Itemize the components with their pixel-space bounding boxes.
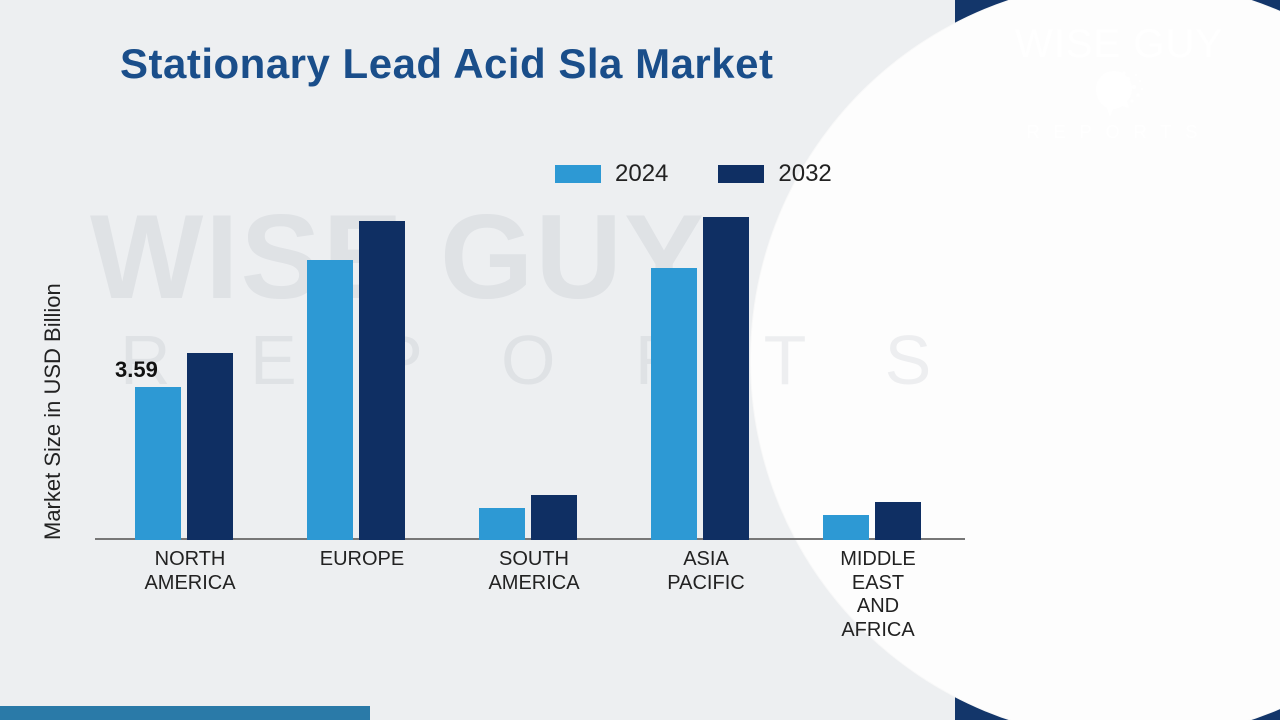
chart-title: Stationary Lead Acid Sla Market — [120, 40, 773, 88]
bar — [307, 260, 353, 541]
category-label: EUROPE — [282, 540, 442, 572]
bar — [703, 217, 749, 540]
legend-item: 2032 — [718, 160, 831, 188]
brand-line2: REPORTS — [984, 122, 1254, 143]
legend-label: 2032 — [778, 160, 831, 188]
y-axis-label: Market Size in USD Billion — [40, 283, 66, 540]
footer-accent-bar — [0, 706, 370, 720]
value-label: 3.59 — [115, 357, 158, 383]
plot-area: NORTHAMERICAEUROPESOUTHAMERICAASIAPACIFI… — [95, 200, 925, 540]
bar — [479, 508, 525, 540]
legend-item: 2024 — [555, 160, 668, 188]
bar — [531, 495, 577, 540]
bar — [823, 515, 869, 541]
brand-head-icon — [1094, 67, 1148, 126]
bar — [187, 353, 233, 540]
category-label: ASIAPACIFIC — [626, 540, 786, 595]
category-label: MIDDLEEASTANDAFRICA — [798, 540, 958, 642]
bar — [875, 502, 921, 540]
brand-line1: WISE GUY — [1015, 22, 1223, 67]
legend: 2024 2032 — [555, 160, 832, 188]
legend-label: 2024 — [615, 160, 668, 188]
bar — [359, 221, 405, 540]
legend-swatch — [718, 165, 764, 183]
category-label: NORTHAMERICA — [110, 540, 270, 595]
stage: WISE GUY R E P O R T S Stationary Lead A… — [0, 0, 1280, 720]
bar — [135, 387, 181, 540]
brand-logo: WISE GUY REPORTS — [984, 22, 1254, 143]
category-label: SOUTHAMERICA — [454, 540, 614, 595]
legend-swatch — [555, 165, 601, 183]
bar — [651, 268, 697, 540]
